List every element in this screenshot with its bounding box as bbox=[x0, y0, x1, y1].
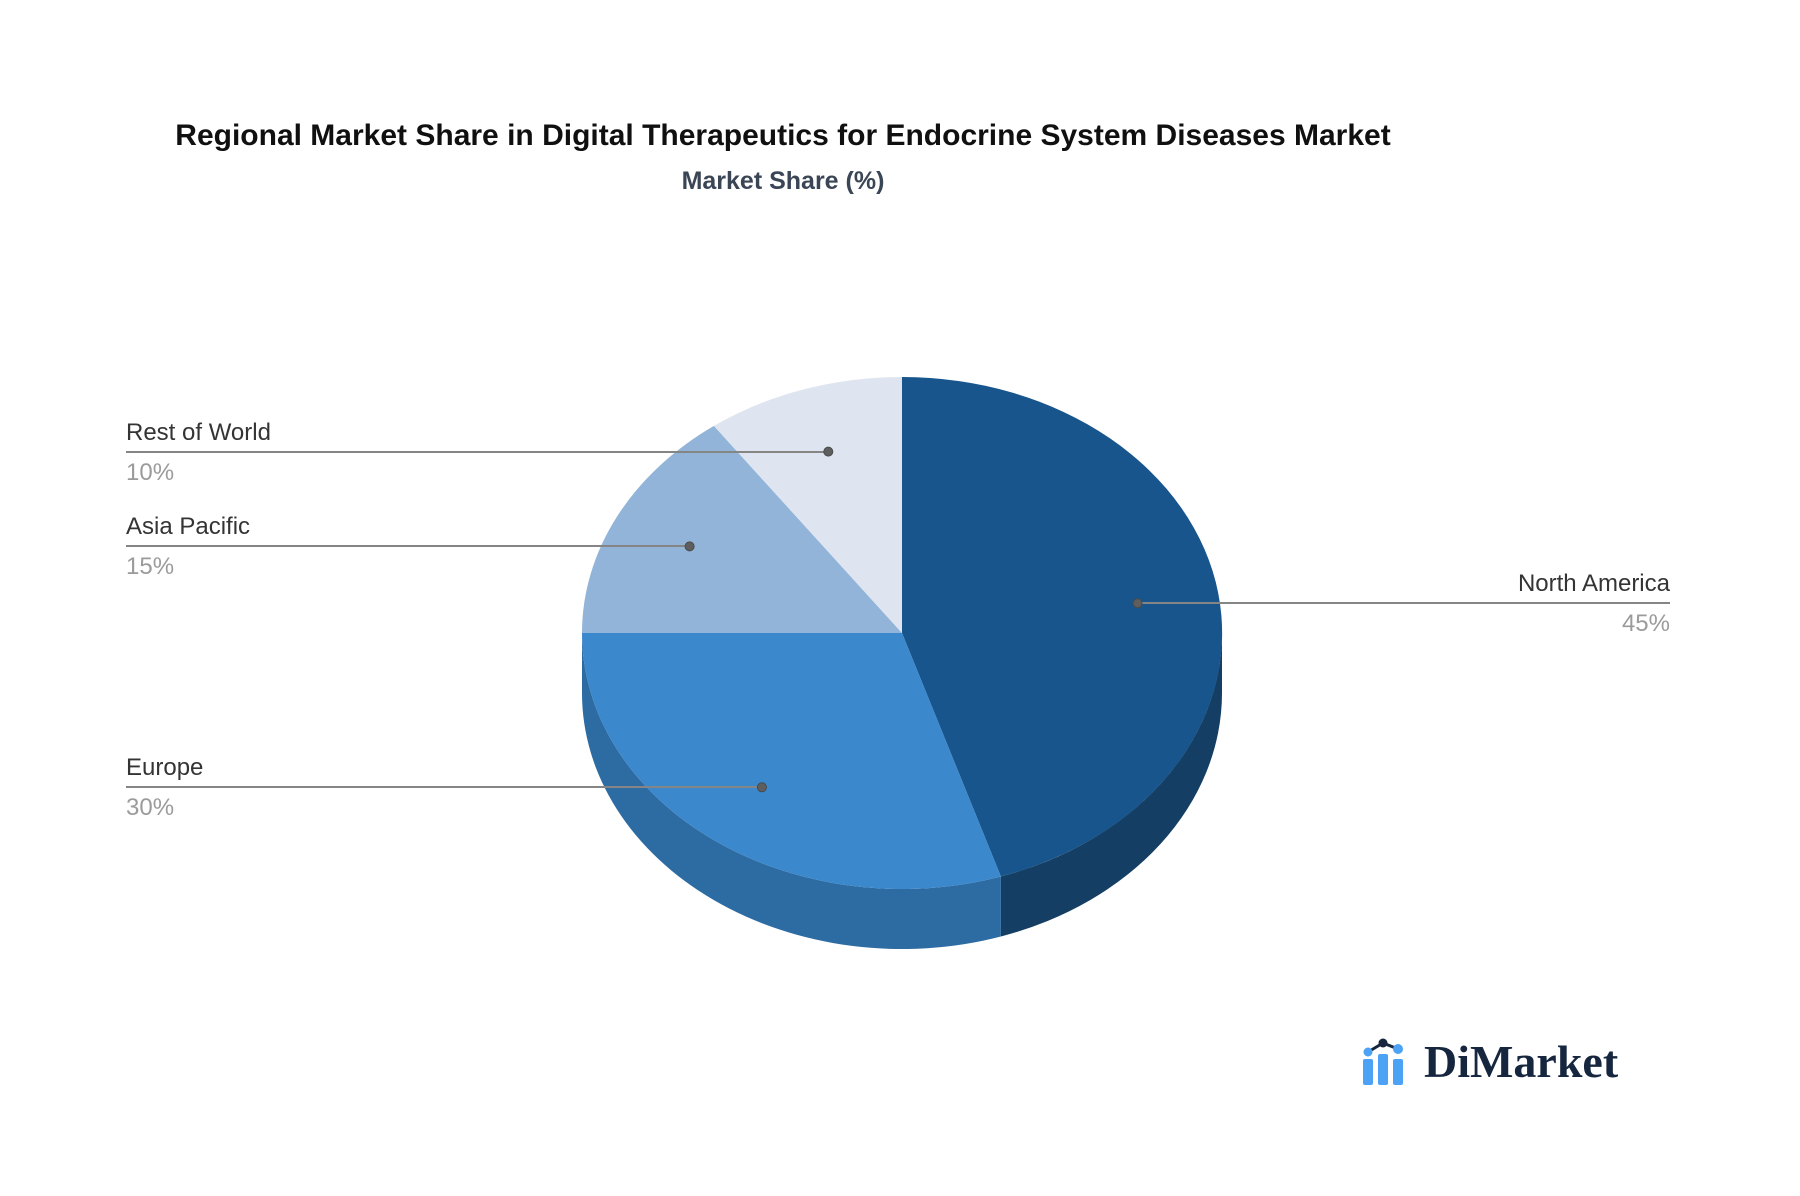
chart-title: Regional Market Share in Digital Therape… bbox=[175, 119, 1391, 152]
slice-value: 10% bbox=[126, 459, 175, 486]
slice-callout-rest-of-world: Rest of World 10% bbox=[126, 420, 271, 486]
slice-callout-asia-pacific: Asia Pacific 15% bbox=[126, 514, 250, 580]
slice-value: 30% bbox=[126, 794, 175, 821]
pie-slice-rest-of-world[interactable] bbox=[713, 377, 902, 633]
bar-chart-logo-icon bbox=[1363, 1038, 1403, 1085]
slice-label: Asia Pacific bbox=[126, 513, 251, 540]
leader-dot-rest-of-world bbox=[823, 446, 834, 457]
pie-slice-side-europe bbox=[582, 633, 1001, 950]
leader-dot-europe bbox=[756, 782, 767, 793]
leader-dot-asia-pacific bbox=[684, 541, 695, 552]
slice-value: 45% bbox=[1621, 610, 1670, 637]
chart-subtitle: Market Share (%) bbox=[681, 167, 885, 195]
pie-slice-asia-pacific[interactable] bbox=[582, 425, 902, 633]
slice-label: Europe bbox=[126, 754, 204, 781]
leader-dot-north-america bbox=[1132, 598, 1143, 609]
slice-callout-north-america: North America 45% bbox=[1518, 571, 1670, 637]
slice-label: Rest of World bbox=[126, 419, 271, 446]
pie-slice-europe[interactable] bbox=[582, 633, 1001, 890]
dimarket-logo-text: DiMarket bbox=[1424, 1036, 1619, 1087]
dimarket-logo: DiMarket bbox=[1362, 1038, 1618, 1085]
slice-value: 15% bbox=[126, 553, 175, 580]
pie-slice-side-north-america bbox=[1000, 633, 1223, 937]
slice-callout-europe: Europe 30% bbox=[126, 755, 203, 821]
slice-label: North America bbox=[1517, 570, 1670, 597]
pie-slice-north-america[interactable] bbox=[902, 377, 1223, 877]
